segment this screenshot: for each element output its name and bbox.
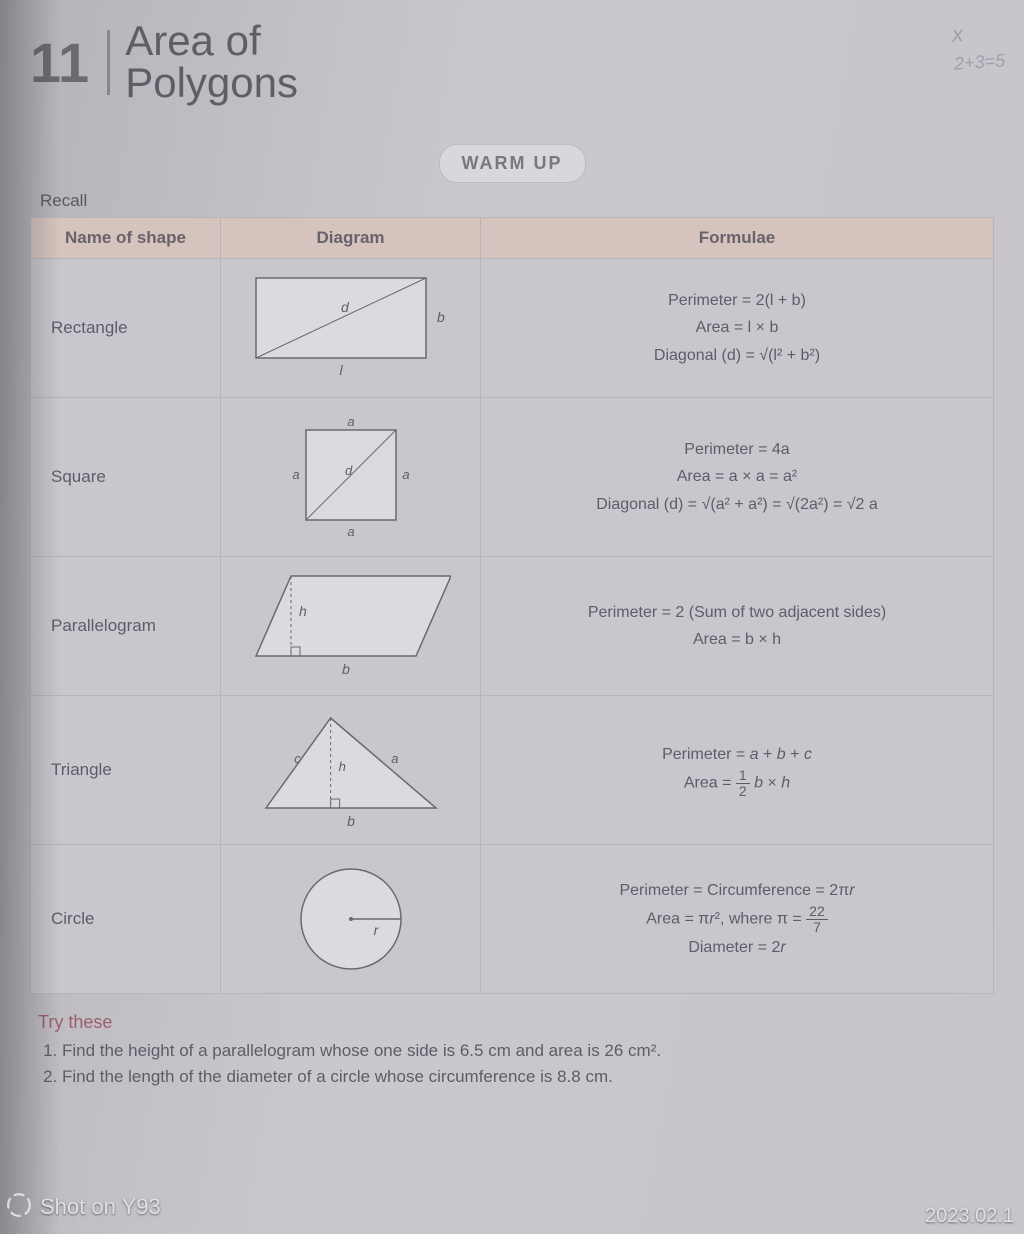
col-formulae: Formulae (481, 218, 994, 259)
table-row: Triangle h b c a Perimeter = a + b + c A… (31, 696, 994, 845)
chapter-title-line1: Area of (125, 17, 260, 64)
try-these-item: Find the height of a parallelogram whose… (62, 1041, 994, 1061)
col-name: Name of shape (31, 218, 221, 259)
chapter-title-line2: Polygons (125, 59, 298, 106)
svg-text:a: a (391, 751, 398, 766)
shape-name: Rectangle (31, 259, 221, 398)
table-row: Parallelogram h b Perimeter = 2 (Sum of … (31, 557, 994, 696)
svg-text:b: b (342, 661, 350, 677)
svg-text:a: a (402, 467, 409, 482)
try-these-title: Try these (38, 1012, 994, 1033)
svg-text:a: a (347, 414, 354, 429)
handwriting-line1: x (951, 21, 964, 47)
table-row: Circle r Perimeter = Circumference = 2πr… (31, 845, 994, 994)
textbook-page: x 2+3=5 11 Area of Polygons WARM UP Reca… (0, 0, 1024, 1234)
shape-diagram: h b c a (221, 696, 481, 845)
table-header-row: Name of shape Diagram Formulae (31, 218, 994, 259)
shape-diagram: h b (221, 557, 481, 696)
chapter-number: 11 (30, 30, 110, 95)
svg-text:d: d (341, 299, 350, 315)
svg-text:a: a (292, 467, 299, 482)
shape-diagram: a a a a d (221, 398, 481, 557)
svg-text:h: h (338, 759, 345, 774)
chapter-title: Area of Polygons (125, 20, 298, 104)
table-row: Square a a a a d Perimeter = 4aArea = a … (31, 398, 994, 557)
shape-name: Circle (31, 845, 221, 994)
shape-formulae: Perimeter = a + b + c Area = 12 b × h (481, 696, 994, 845)
try-these-item: Find the length of the diameter of a cir… (62, 1067, 994, 1087)
shapes-table: Name of shape Diagram Formulae Rectangle… (30, 217, 994, 994)
svg-text:a: a (347, 524, 354, 539)
svg-text:h: h (299, 603, 307, 619)
camera-watermark: Shot on Y93 (40, 1194, 161, 1220)
handwriting-line2: 2+3=5 (953, 50, 1005, 75)
shape-name: Triangle (31, 696, 221, 845)
try-these-list: Find the height of a parallelogram whose… (38, 1041, 994, 1087)
svg-text:b: b (347, 813, 355, 829)
shape-formulae: Perimeter = Circumference = 2πr Area = π… (481, 845, 994, 994)
try-these-section: Try these Find the height of a parallelo… (30, 1012, 994, 1087)
camera-watermark-icon (6, 1192, 32, 1218)
warm-up-badge: WARM UP (439, 144, 586, 183)
shape-diagram: l b d (221, 259, 481, 398)
svg-text:l: l (339, 362, 343, 378)
shape-formulae: Perimeter = 2(l + b)Area = l × bDiagonal… (481, 259, 994, 398)
shape-formulae: Perimeter = 2 (Sum of two adjacent sides… (481, 557, 994, 696)
shape-formulae: Perimeter = 4aArea = a × a = a²Diagonal … (481, 398, 994, 557)
shape-name: Square (31, 398, 221, 557)
recall-label: Recall (40, 191, 994, 211)
table-row: Rectangle l b d Perimeter = 2(l + b)Area… (31, 259, 994, 398)
handwritten-note: x 2+3=5 (951, 18, 1006, 74)
svg-text:c: c (294, 751, 301, 766)
col-diagram: Diagram (221, 218, 481, 259)
chapter-header: 11 Area of Polygons (30, 20, 994, 104)
shape-diagram: r (221, 845, 481, 994)
svg-text:b: b (437, 309, 445, 325)
photo-timestamp: 2023.02.1 (925, 1205, 1014, 1228)
shape-name: Parallelogram (31, 557, 221, 696)
svg-text:d: d (345, 463, 353, 478)
